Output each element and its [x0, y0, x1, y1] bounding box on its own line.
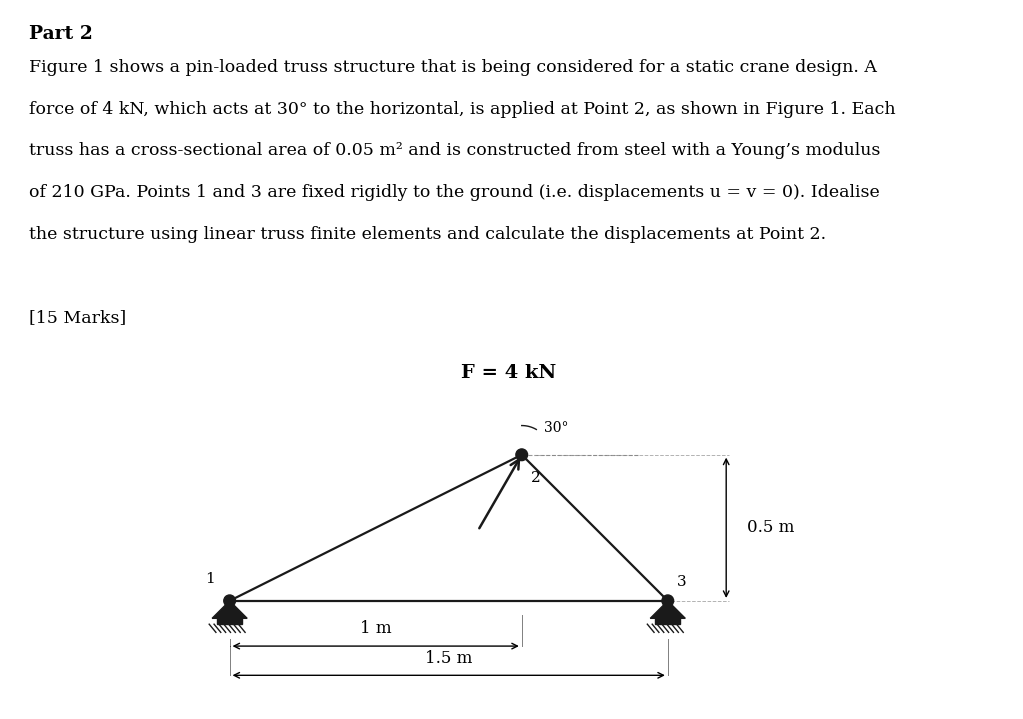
Text: 30°: 30° [543, 421, 568, 436]
Circle shape [662, 595, 673, 607]
Text: 1 m: 1 m [360, 620, 392, 637]
Circle shape [224, 595, 235, 607]
Text: Part 2: Part 2 [29, 25, 92, 43]
Polygon shape [651, 601, 685, 618]
Text: truss has a cross-sectional area of 0.05 m² and is constructed from steel with a: truss has a cross-sectional area of 0.05… [29, 142, 880, 160]
Text: 1.5 m: 1.5 m [425, 649, 473, 667]
Text: F = 4 kN: F = 4 kN [461, 364, 557, 382]
Circle shape [516, 449, 528, 461]
Text: of 210 GPa. Points 1 and 3 are fixed rigidly to the ground (i.e. displacements u: of 210 GPa. Points 1 and 3 are fixed rig… [29, 184, 880, 201]
Text: 3: 3 [676, 575, 686, 589]
Bar [656, 618, 680, 624]
Text: 0.5 m: 0.5 m [747, 519, 794, 536]
Text: [15 Marks]: [15 Marks] [29, 309, 126, 326]
Polygon shape [212, 601, 248, 618]
Text: force of 4 kN, which acts at 30° to the horizontal, is applied at Point 2, as sh: force of 4 kN, which acts at 30° to the … [29, 101, 895, 118]
Text: 1: 1 [206, 572, 215, 586]
Text: Figure 1 shows a pin-loaded truss structure that is being considered for a stati: Figure 1 shows a pin-loaded truss struct… [29, 59, 877, 76]
Bar [217, 618, 242, 624]
Text: 2: 2 [531, 471, 540, 485]
Text: the structure using linear truss finite elements and calculate the displacements: the structure using linear truss finite … [29, 226, 826, 243]
